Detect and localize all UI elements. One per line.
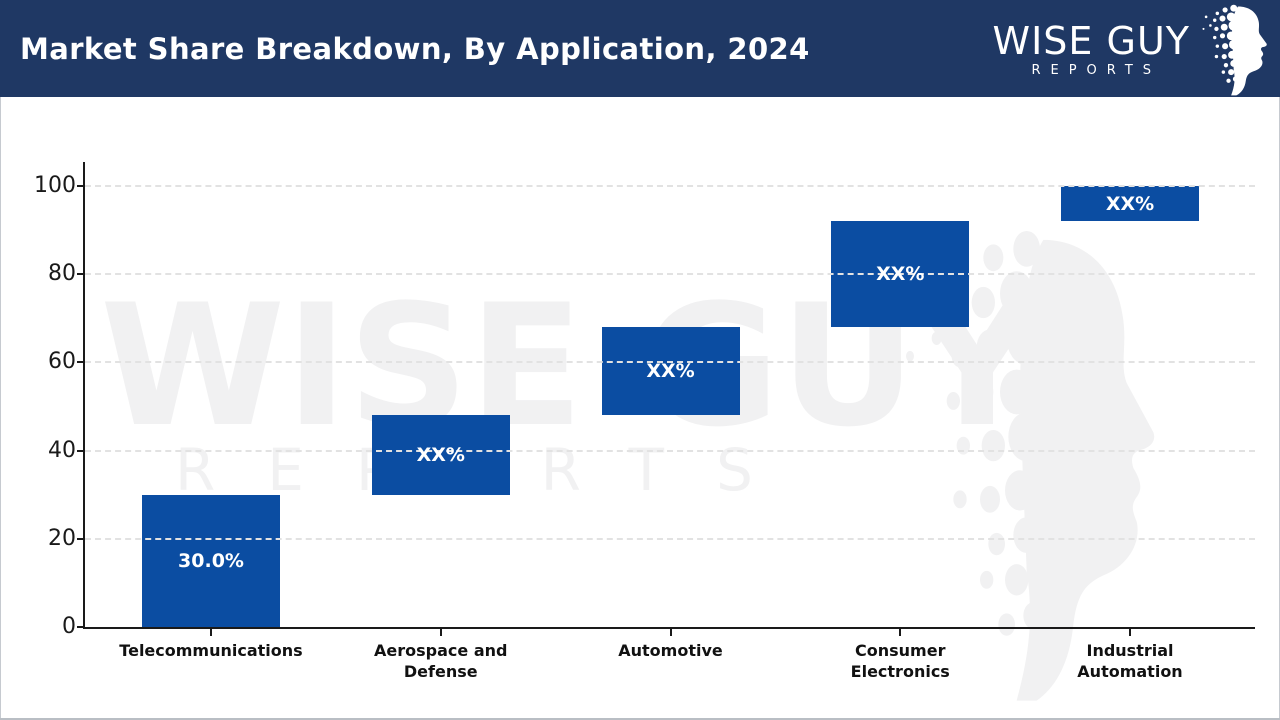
y-axis-tick-label: 40 — [48, 437, 76, 463]
gridline-y-40 — [85, 449, 1255, 452]
y-axis-tick-mark — [77, 537, 85, 540]
x-axis-tick-mark — [210, 629, 212, 636]
y-axis-tick-label: 60 — [48, 349, 76, 375]
logo-brand-text: WISE GUY — [992, 19, 1190, 63]
bar-value-label: XX% — [646, 360, 695, 383]
x-axis-category-label: Telecommunications — [119, 641, 303, 660]
x-axis-tick-mark — [439, 629, 442, 636]
watermark-dotted-head-graphic — [906, 230, 1155, 701]
page-title: Market Share Breakdown, By Application, … — [20, 31, 810, 66]
bar-telecommunications — [142, 494, 280, 627]
x-axis-category-label: Automotive — [618, 641, 723, 660]
header-bar: Market Share Breakdown, By Application, … — [0, 0, 1280, 97]
chart-plot-area: 0 20 40 60 80 100 30.0% XX% XX% XX% XX% Telecommuni… — [0, 97, 1280, 720]
x-axis-line — [83, 627, 1255, 629]
gridline-y-100 — [85, 185, 1255, 187]
logo-dotted-head-icon — [1202, 4, 1267, 95]
logo-sub-text: REPORTS — [1031, 63, 1162, 78]
y-axis-tick-mark — [77, 273, 85, 276]
y-axis-tick-mark — [77, 185, 85, 187]
y-axis-tick-mark — [77, 449, 85, 452]
bar-aerospace-and-defense — [371, 415, 510, 495]
bar-value-label: 30.0% — [178, 549, 244, 572]
frame-border-bottom — [0, 718, 1280, 720]
y-axis-tick-label: 0 — [62, 614, 76, 639]
x-axis-category-label: Industrial Automation — [1077, 641, 1183, 682]
x-axis-tick-mark — [669, 629, 672, 636]
gridline-y-20 — [85, 537, 1255, 540]
y-axis-tick-label: 80 — [48, 261, 76, 287]
bar-industrial-automation — [1061, 186, 1199, 222]
bar-automotive — [601, 327, 740, 416]
x-axis-tick-mark — [1129, 629, 1131, 636]
bar-value-label: XX% — [416, 444, 465, 466]
y-axis-tick-mark — [77, 361, 85, 364]
y-axis-tick-label: 100 — [34, 173, 76, 198]
wise-guy-reports-logo: WISE GUY REPORTS — [993, 4, 1272, 96]
gridline-y-60 — [85, 361, 1255, 364]
frame-border-left — [0, 97, 1, 720]
bar-value-label: XX% — [1105, 192, 1155, 215]
y-axis-tick-label: 20 — [48, 525, 76, 551]
y-axis-line — [83, 162, 85, 629]
x-axis-tick-mark — [899, 629, 902, 636]
logo-text: WISE GUY REPORTS — [993, 22, 1190, 78]
x-axis-category-label: Aerospace and Defense — [374, 641, 508, 682]
y-axis-tick-mark — [77, 626, 85, 628]
gridline-y-80 — [85, 273, 1255, 276]
x-axis-category-label: Consumer Electronics — [850, 641, 950, 682]
bar-value-label: XX% — [876, 263, 925, 286]
